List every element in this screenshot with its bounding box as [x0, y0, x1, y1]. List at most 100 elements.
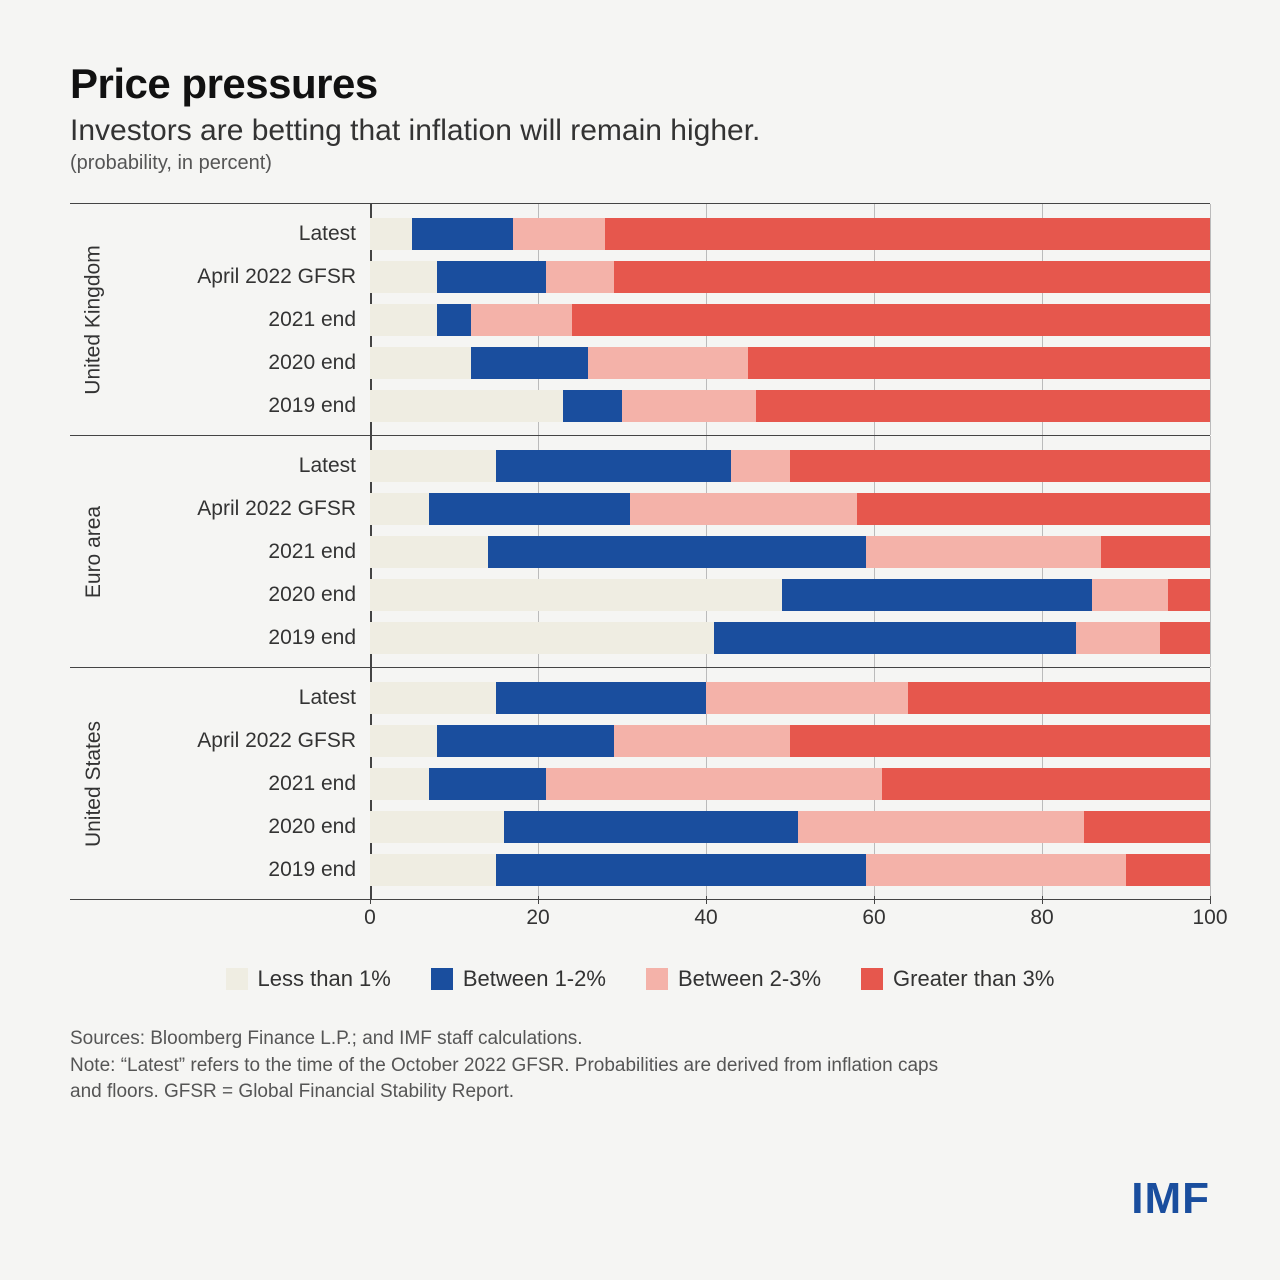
plot-group: [370, 668, 1210, 900]
bar-segment: [706, 682, 908, 714]
bar-segment: [908, 682, 1210, 714]
bar-segment: [412, 218, 513, 250]
bar-segment: [1168, 579, 1210, 611]
row-label: 2020 end: [118, 341, 370, 384]
bar-segment: [370, 493, 429, 525]
row-label: Latest: [118, 212, 370, 255]
legend-item: Greater than 3%: [861, 966, 1054, 992]
bar-segment: [630, 493, 857, 525]
group-label: United States: [70, 668, 118, 899]
chart-container: United KingdomLatestApril 2022 GFSR2021 …: [70, 203, 1210, 940]
x-axis: 020406080100: [370, 900, 1210, 940]
row-label: Latest: [118, 676, 370, 719]
bar-row: [370, 719, 1210, 762]
bar-segment: [563, 390, 622, 422]
bar-segment: [866, 536, 1101, 568]
bar-row: [370, 676, 1210, 719]
bar-segment: [572, 304, 1210, 336]
chart-subtitle: Investors are betting that inflation wil…: [70, 114, 1210, 148]
bar-segment: [370, 622, 714, 654]
bar-row: [370, 616, 1210, 659]
bar-segment: [370, 390, 563, 422]
row-label: April 2022 GFSR: [118, 719, 370, 762]
x-tick-label: 40: [694, 906, 717, 930]
row-label: 2020 end: [118, 573, 370, 616]
bar-segment: [370, 725, 437, 757]
bar-row: [370, 487, 1210, 530]
bar-segment: [488, 536, 866, 568]
legend: Less than 1% Between 1-2% Between 2-3% Grea…: [70, 966, 1210, 992]
bar-segment: [429, 768, 547, 800]
bar-row: [370, 341, 1210, 384]
bar-segment: [370, 536, 488, 568]
bar-segment: [437, 261, 546, 293]
imf-logo: IMF: [1131, 1174, 1210, 1224]
bar-segment: [614, 725, 790, 757]
group-label: Euro area: [70, 436, 118, 667]
row-label: 2021 end: [118, 298, 370, 341]
bar-segment: [370, 261, 437, 293]
bar-segment: [1076, 622, 1160, 654]
bar-segment: [546, 768, 882, 800]
bar-segment: [1101, 536, 1210, 568]
row-label: 2019 end: [118, 384, 370, 427]
bar-segment: [370, 682, 496, 714]
bar-segment: [605, 218, 1210, 250]
legend-item: Less than 1%: [226, 966, 391, 992]
bar-segment: [882, 768, 1210, 800]
bar-row: [370, 573, 1210, 616]
plot-group: [370, 436, 1210, 668]
bar-segment: [504, 811, 798, 843]
bar-row: [370, 762, 1210, 805]
x-tick-label: 0: [364, 906, 376, 930]
bar-segment: [429, 493, 631, 525]
bar-segment: [437, 304, 471, 336]
bar-segment: [496, 682, 706, 714]
bar-segment: [714, 622, 1075, 654]
bar-row: [370, 298, 1210, 341]
bar-row: [370, 212, 1210, 255]
bar-segment: [790, 725, 1210, 757]
chart-title: Price pressures: [70, 60, 1210, 108]
bar-segment: [798, 811, 1084, 843]
bar-segment: [370, 304, 437, 336]
bar-segment: [782, 579, 1093, 611]
bar-segment: [790, 450, 1210, 482]
bar-segment: [370, 579, 782, 611]
legend-item: Between 1-2%: [431, 966, 606, 992]
bar-segment: [1126, 854, 1210, 886]
x-tick-label: 20: [526, 906, 549, 930]
bar-segment: [496, 854, 866, 886]
row-label: 2019 end: [118, 848, 370, 891]
bar-segment: [370, 347, 471, 379]
bar-segment: [546, 261, 613, 293]
bar-segment: [731, 450, 790, 482]
bar-segment: [437, 725, 613, 757]
bar-segment: [370, 218, 412, 250]
legend-item: Between 2-3%: [646, 966, 821, 992]
bar-segment: [370, 450, 496, 482]
bar-segment: [857, 493, 1210, 525]
note-line: Note: “Latest” refers to the time of the…: [70, 1053, 970, 1106]
row-label: 2021 end: [118, 530, 370, 573]
row-label: 2019 end: [118, 616, 370, 659]
plot-group: [370, 204, 1210, 436]
bar-segment: [1092, 579, 1168, 611]
bar-segment: [1160, 622, 1210, 654]
bar-row: [370, 848, 1210, 891]
chart-unit: (probability, in percent): [70, 152, 1210, 175]
bar-segment: [614, 261, 1210, 293]
row-label: April 2022 GFSR: [118, 487, 370, 530]
bar-row: [370, 444, 1210, 487]
bar-segment: [756, 390, 1210, 422]
bar-segment: [370, 854, 496, 886]
row-label: Latest: [118, 444, 370, 487]
x-tick-label: 80: [1030, 906, 1053, 930]
x-tick-label: 100: [1192, 906, 1227, 930]
bar-segment: [622, 390, 756, 422]
bar-row: [370, 805, 1210, 848]
bar-segment: [866, 854, 1126, 886]
row-label: 2021 end: [118, 762, 370, 805]
row-label: April 2022 GFSR: [118, 255, 370, 298]
bar-row: [370, 384, 1210, 427]
